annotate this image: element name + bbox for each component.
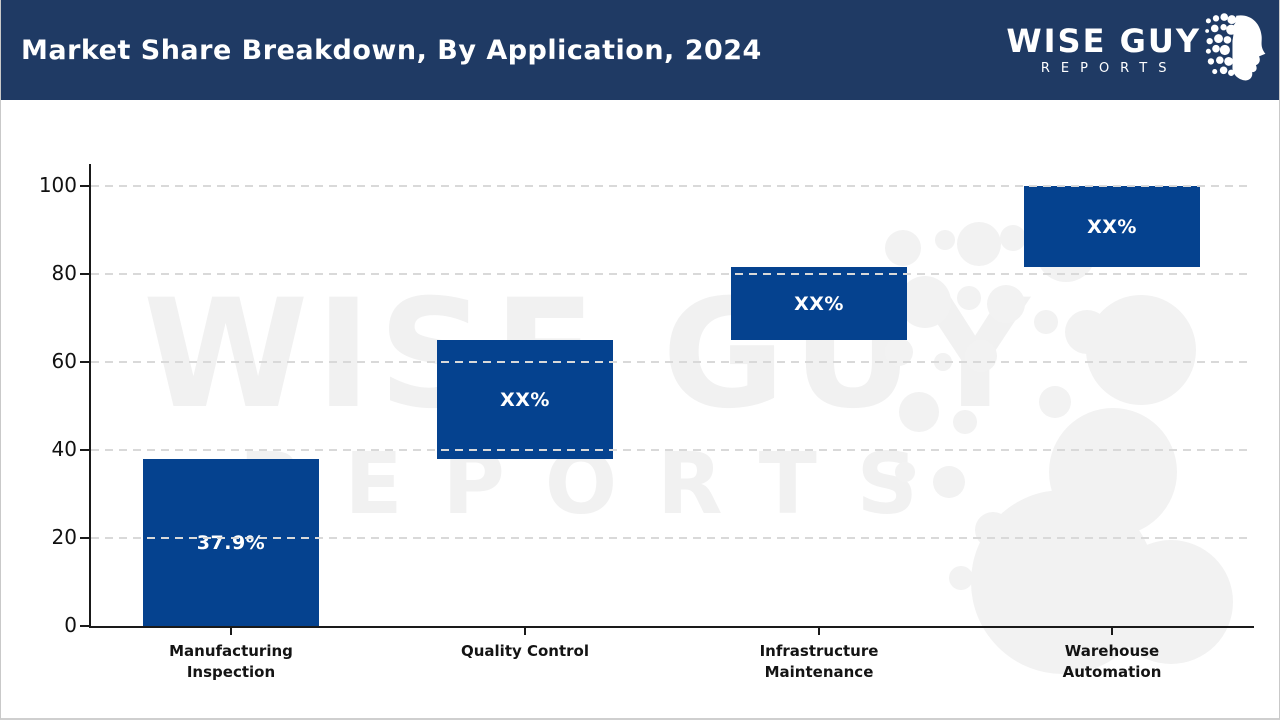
y-tick-label: 60 [51,349,77,373]
bar-value-label: XX% [794,292,844,315]
y-tick-label: 80 [51,261,77,285]
bar-value-label: XX% [1087,215,1137,238]
gridline [91,537,1253,539]
x-category-label: Warehouse Automation [1062,642,1162,681]
bar-value-label: XX% [500,388,550,411]
wiseguy-head-icon [1205,13,1266,81]
y-tick-mark [80,625,89,627]
bar: XX% [1024,186,1200,268]
y-tick-mark [80,273,89,275]
x-category-label: Manufacturing Inspection [169,642,293,681]
header: Market Share Breakdown, By Application, … [1,0,1279,100]
logo-wordmark: WISE GUY [1006,22,1201,61]
bar-value-label: 37.9% [196,531,266,554]
logo-text: WISE GUY REPORTS [1006,22,1201,76]
gridline [91,449,1253,451]
x-category-label: Quality Control [460,642,589,660]
y-tick-label: 0 [64,613,77,637]
bar: XX% [437,340,613,460]
wiseguy-logo: WISE GUY REPORTS [1006,12,1267,88]
x-tick-mark [818,628,820,635]
gridline [91,361,1253,363]
y-tick-label: 100 [38,173,77,197]
x-tick-mark [1111,628,1113,635]
y-axis-line [89,164,91,627]
x-axis-line [89,626,1254,628]
watermark-head-dots [875,222,1233,674]
gridline [91,273,1253,275]
logo-subtitle: REPORTS [1040,60,1178,76]
gridline [91,185,1253,187]
y-tick-mark [80,361,89,363]
x-tick-mark [230,628,232,635]
y-tick-mark [80,537,89,539]
bar: XX% [731,267,907,340]
y-tick-label: 20 [51,525,77,549]
y-tick-label: 40 [51,437,77,461]
y-tick-mark [80,185,89,187]
x-tick-mark [524,628,526,635]
page-title: Market Share Breakdown, By Application, … [21,34,762,66]
x-category-label: Infrastructure Maintenance [759,642,879,681]
y-tick-mark [80,449,89,451]
bar: 37.9% [143,459,319,626]
